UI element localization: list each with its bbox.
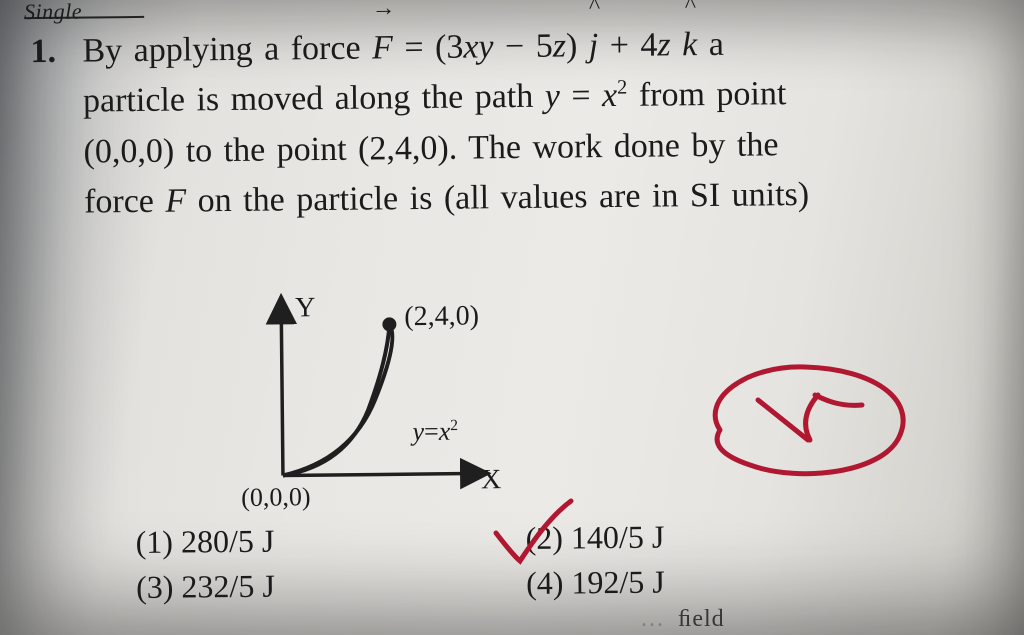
- question-number: 1.: [30, 27, 60, 71]
- origin-label: (0,0,0): [241, 482, 311, 513]
- var-F: F: [165, 182, 186, 219]
- figure: Y X (0,0,0) (2,4,0) y=x2: [239, 288, 551, 521]
- pow-2: 2: [617, 77, 627, 99]
- option-1: (1) 280/5 J: [135, 520, 525, 561]
- q-text: on the particle is (all values are in SI…: [198, 176, 810, 219]
- option-2: (2) 140/5 J: [525, 516, 945, 557]
- question-line-2: particle is moved along the path y = x2 …: [83, 69, 809, 127]
- question-line-3: (0,0,0) to the point (2,4,0). The work d…: [83, 120, 809, 178]
- question-body: By applying a force → F = (3xy − 5z) ^ j…: [82, 19, 809, 228]
- q-text: − 5: [493, 28, 553, 66]
- vector-F: → F: [372, 23, 393, 74]
- question-line-4: force F on the particle is (all values a…: [84, 170, 810, 228]
- vector-F-letter: F: [372, 29, 393, 66]
- q-text: from point: [639, 75, 787, 114]
- q-text: a: [709, 26, 724, 63]
- curve-label: y=x2: [412, 417, 458, 447]
- curve-x: x: [439, 417, 451, 446]
- q-text: + 4: [610, 27, 658, 64]
- y-axis: [281, 305, 283, 475]
- question-row: 1. By applying a force → F = (3xy − 5z) …: [30, 17, 1006, 228]
- curve-eq: =: [424, 417, 439, 446]
- option-3: (3) 232/5 J: [136, 565, 526, 606]
- var-z: z: [553, 27, 567, 64]
- q-text: force: [84, 183, 166, 221]
- prev-heading-fragment: Single: [24, 0, 144, 19]
- unit-k: k: [682, 26, 697, 63]
- var-y: y: [545, 78, 560, 115]
- endpoint-label: (2,4,0): [404, 300, 479, 333]
- curve-y: y: [412, 417, 424, 446]
- q-text: = (3: [404, 29, 463, 67]
- var-z2: z: [657, 26, 671, 63]
- tail-text: ﬁeld: [678, 606, 725, 632]
- curve-pow: 2: [450, 417, 458, 434]
- q-text: By applying a force: [82, 30, 372, 70]
- q-text: ): [566, 27, 578, 64]
- y-axis-label: Y: [295, 292, 316, 324]
- q-text: particle is moved along the path: [83, 78, 545, 120]
- x-axis-label: X: [481, 464, 502, 496]
- options-grid: (1) 280/5 J (2) 140/5 J (3) 232/5 J (4) …: [135, 515, 1024, 606]
- var-xy: xy: [463, 28, 494, 65]
- unit-j: j: [589, 27, 599, 64]
- unit-j-hat: ^ j: [589, 21, 599, 71]
- page-content: Single 1. By applying a force → F = (3xy…: [30, 0, 1006, 228]
- question-line-1: By applying a force → F = (3xy − 5z) ^ j…: [82, 19, 808, 77]
- q-text: =: [560, 77, 603, 114]
- endpoint-dot: [382, 317, 396, 331]
- next-page-fragment: … ﬁeld: [640, 606, 725, 633]
- unit-k-hat: ^ k: [682, 20, 698, 70]
- x-axis: [283, 473, 479, 475]
- prev-heading-text: Single: [24, 0, 82, 24]
- var-x: x: [602, 77, 617, 114]
- option-4: (4) 192/5 J: [526, 561, 946, 602]
